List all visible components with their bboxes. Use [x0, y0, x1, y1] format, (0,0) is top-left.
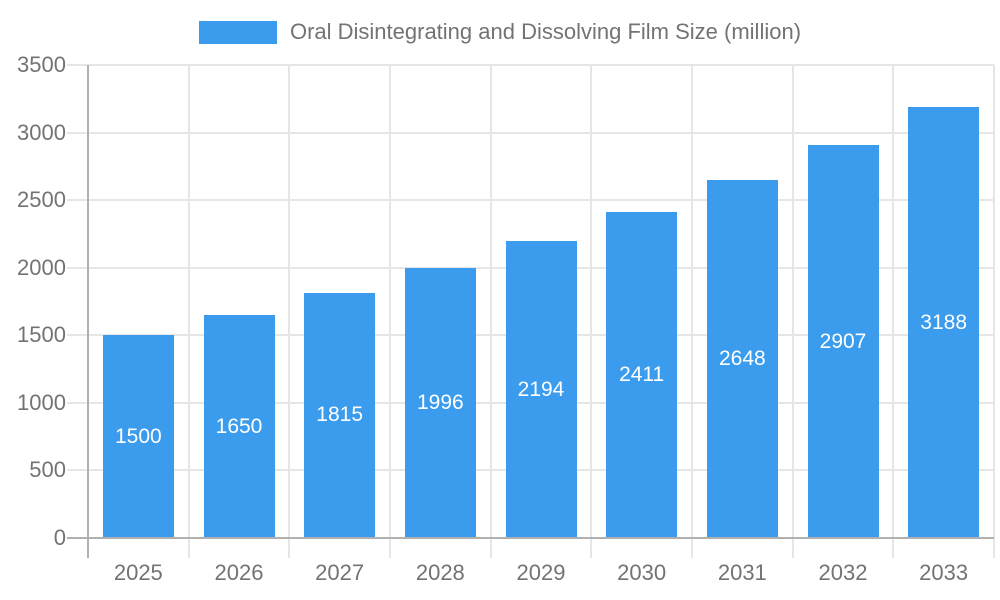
bar-value-label: 2907 [819, 329, 867, 353]
bar-2028[interactable] [404, 268, 476, 538]
bar-2031[interactable] [706, 180, 778, 538]
x-axis-tick [691, 538, 693, 558]
y-axis-tick [67, 64, 88, 66]
y-axis-tick [67, 131, 88, 134]
x-axis-tick [791, 538, 794, 558]
y-tick-label: 2500 [17, 187, 66, 213]
x-tick-label: 2031 [717, 560, 767, 585]
x-tick-label: 2026 [214, 560, 264, 585]
bar-2029[interactable] [505, 241, 577, 538]
x-tick-label: 2033 [919, 560, 969, 585]
x-axis-tick [892, 538, 895, 558]
bar-value-label: 3188 [920, 310, 968, 334]
v-gridline [288, 65, 291, 538]
y-tick-label: 3000 [17, 119, 66, 145]
bar-value-label: 2648 [718, 347, 766, 371]
bar-value-label: 1996 [416, 391, 464, 415]
x-axis-line [67, 537, 994, 539]
v-gridline [590, 65, 593, 538]
v-gridline [389, 65, 391, 538]
h-gridline [88, 131, 994, 134]
y-tick-label: 500 [29, 457, 66, 483]
y-axis-line [87, 65, 89, 558]
legend-label: Oral Disintegrating and Dissolving Film … [289, 19, 802, 44]
x-axis-tick [187, 538, 190, 558]
bar-2033[interactable] [908, 107, 980, 538]
y-tick-label: 2000 [17, 254, 66, 280]
h-gridline [88, 199, 994, 202]
x-axis-tick [288, 538, 291, 558]
bar-value-label: 1815 [316, 403, 364, 427]
x-tick-label: 2027 [315, 560, 365, 585]
bar-value-label: 1500 [114, 424, 162, 448]
bar-value-label: 2194 [517, 377, 565, 401]
y-tick-label: 1500 [17, 322, 66, 348]
v-gridline [691, 65, 693, 538]
y-tick-label: 0 [53, 525, 66, 550]
x-tick-label: 2025 [113, 560, 163, 585]
bar-2027[interactable] [304, 292, 376, 538]
y-tick-label: 3500 [17, 52, 66, 77]
x-axis-tick [993, 538, 995, 558]
chart-legend[interactable]: Oral Disintegrating and Dissolving Film … [0, 18, 1000, 46]
x-axis-tick [590, 538, 593, 558]
x-axis-tick [389, 538, 391, 558]
x-tick-label: 2029 [516, 560, 566, 585]
v-gridline [993, 65, 995, 538]
bar-2032[interactable] [807, 145, 879, 538]
y-axis-tick [67, 401, 88, 404]
x-tick-label: 2030 [617, 560, 667, 585]
x-tick-label: 2028 [415, 560, 465, 585]
h-gridline [88, 64, 994, 66]
bar-value-label: 2411 [619, 363, 665, 387]
legend-swatch [198, 20, 277, 44]
bar-2030[interactable] [606, 212, 678, 538]
y-axis-tick [67, 266, 88, 269]
v-gridline [187, 65, 190, 538]
bar-2026[interactable] [203, 315, 275, 538]
v-gridline [892, 65, 895, 538]
v-gridline [791, 65, 794, 538]
v-gridline [489, 65, 492, 538]
y-tick-label: 1000 [17, 389, 66, 415]
y-axis-tick [67, 469, 88, 472]
x-tick-label: 2032 [818, 560, 868, 585]
x-axis-tick [489, 538, 492, 558]
y-axis-tick [67, 334, 88, 337]
bar-value-label: 1650 [215, 414, 263, 438]
bar-2025[interactable] [102, 335, 174, 538]
y-axis-tick [67, 199, 88, 202]
